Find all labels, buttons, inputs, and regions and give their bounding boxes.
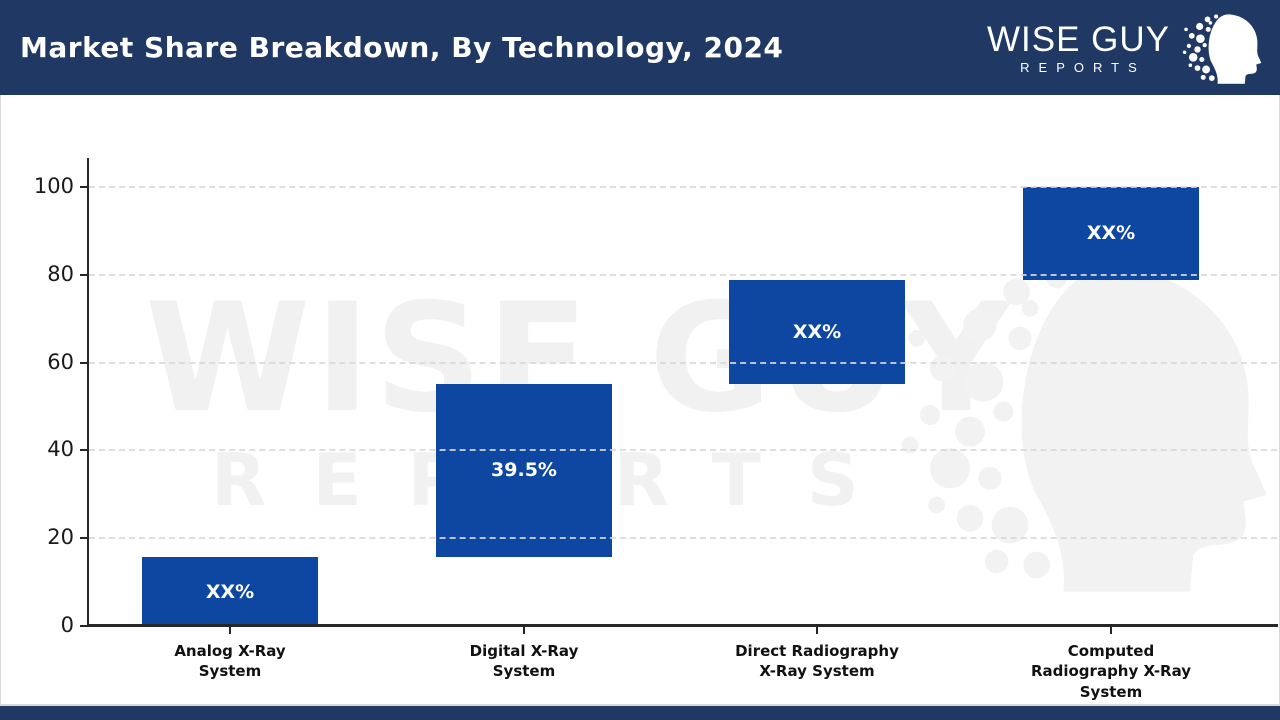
bar-value-label: XX% <box>1086 222 1136 245</box>
y-tick-mark <box>80 537 88 540</box>
header-bar: Market Share Breakdown, By Technology, 2… <box>0 0 1280 95</box>
x-tick-mark <box>229 627 231 634</box>
bar-2: 39.5% <box>436 383 612 558</box>
y-tick-label: 60 <box>47 349 74 374</box>
y-tick-label: 20 <box>47 525 74 550</box>
x-axis-line <box>87 624 1278 627</box>
gridline-20 <box>89 537 1277 540</box>
watermark-face-icon <box>870 225 1270 625</box>
x-tick-mark <box>523 627 525 634</box>
x-category-label: Analog X-Ray System <box>174 642 286 681</box>
y-tick-mark <box>80 625 88 627</box>
x-tick-mark <box>1110 627 1112 634</box>
brand-logo: WISE GUY REPORTS <box>987 10 1262 86</box>
y-tick-mark <box>80 186 88 188</box>
x-category-label: Direct Radiography X-Ray System <box>735 642 899 681</box>
y-tick-label: 80 <box>47 261 74 286</box>
bar-4: XX% <box>1023 187 1199 280</box>
x-category-label: Computed Radiography X-Ray System <box>1030 642 1192 701</box>
y-tick-mark <box>80 273 88 276</box>
brand-logo-text: WISE GUY REPORTS <box>987 22 1170 74</box>
bottom-hairline <box>0 704 1280 706</box>
x-category-label: Digital X-Ray System <box>469 642 579 681</box>
bar-value-label: XX% <box>792 320 842 343</box>
y-tick-label: 40 <box>47 437 74 462</box>
bar-3: XX% <box>729 279 905 384</box>
brand-face-icon <box>1176 10 1262 86</box>
footer-bar <box>0 706 1280 720</box>
y-tick-label: 100 <box>33 174 74 198</box>
gridline-80 <box>89 273 1277 276</box>
y-tick-mark <box>80 449 88 452</box>
chart-title: Market Share Breakdown, By Technology, 2… <box>20 31 784 64</box>
gridline-60 <box>89 361 1277 364</box>
brand-subtitle: REPORTS <box>1020 59 1146 75</box>
y-tick-label: 0 <box>60 613 74 637</box>
bar-value-label: 39.5% <box>491 459 557 482</box>
gridline-100 <box>89 186 1277 188</box>
brand-name: WISE GUY <box>986 19 1170 59</box>
bar-1: XX% <box>142 557 318 626</box>
x-tick-mark <box>816 627 818 634</box>
y-axis-line <box>87 158 89 627</box>
bar-value-label: XX% <box>205 580 255 603</box>
y-tick-mark <box>80 361 88 364</box>
gridline-40 <box>89 449 1277 452</box>
